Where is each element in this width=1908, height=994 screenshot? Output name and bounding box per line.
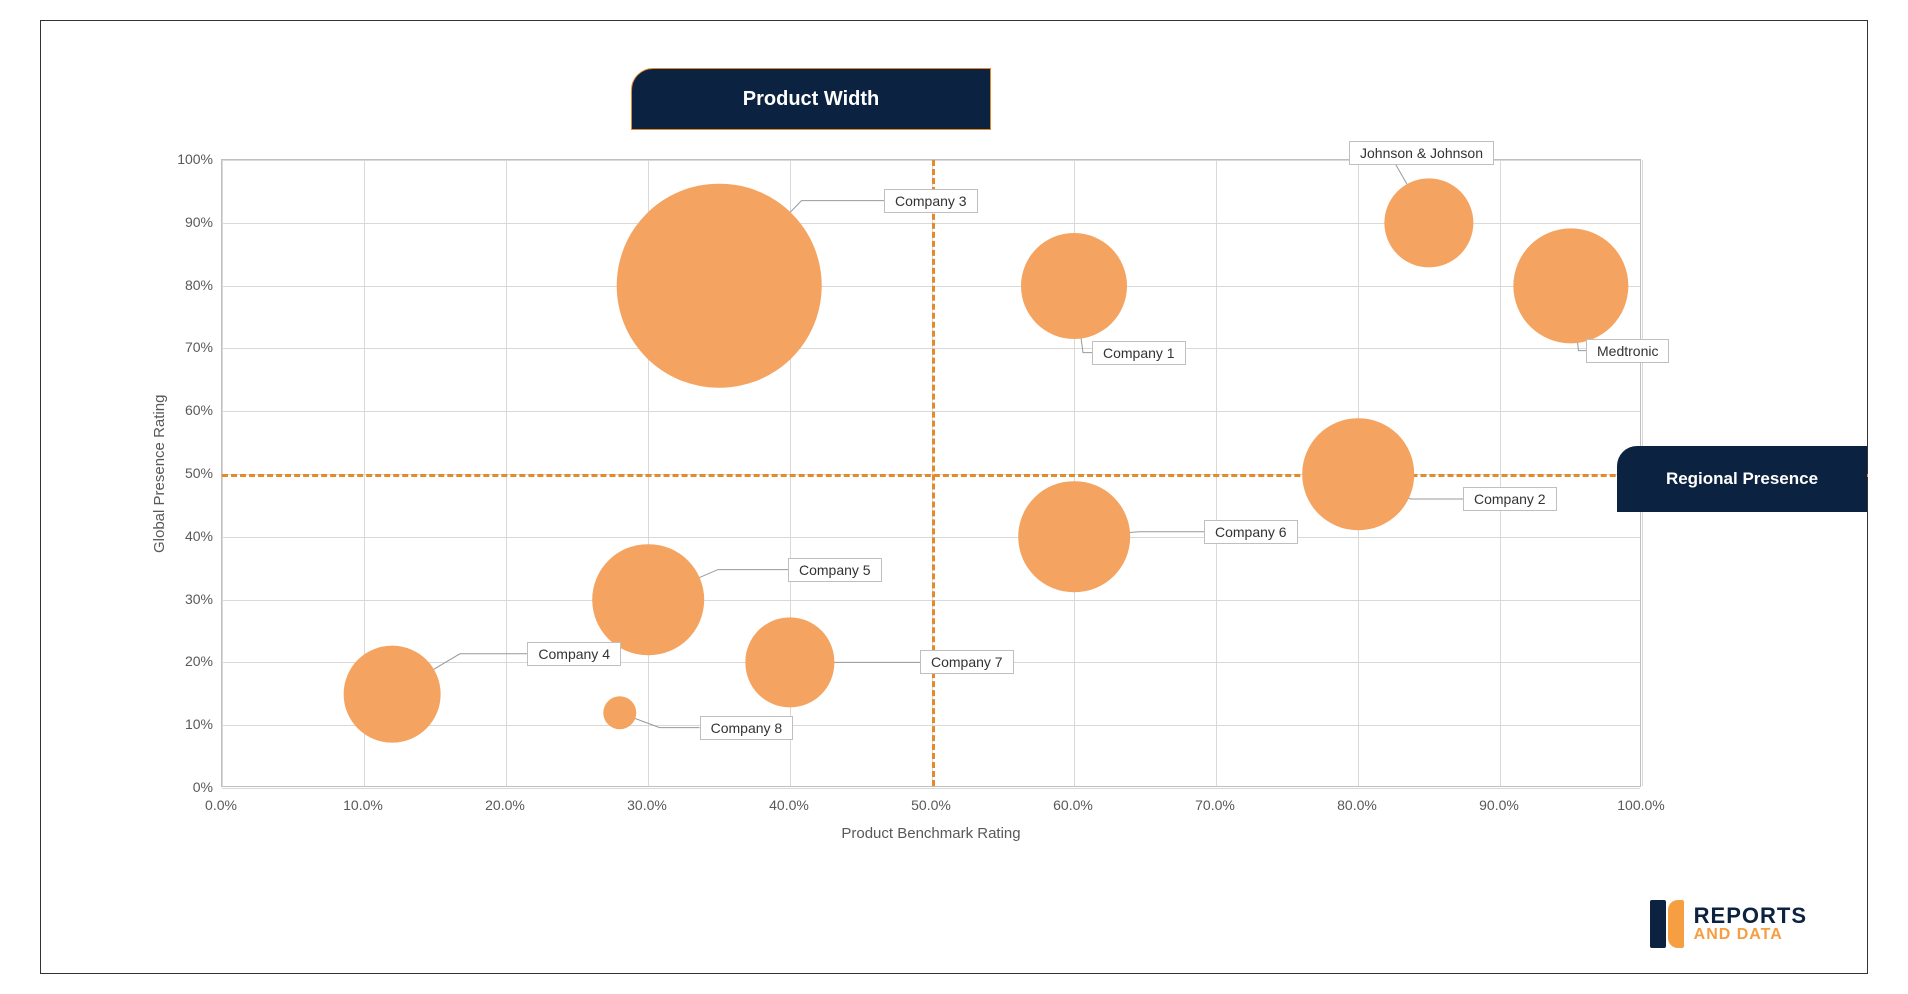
y-tick: 20% [171, 653, 213, 669]
bubble-label: Company 5 [788, 558, 882, 582]
y-tick: 50% [171, 465, 213, 481]
bubble-label: Company 6 [1204, 520, 1298, 544]
bubble-label: Company 4 [527, 642, 621, 666]
y-tick: 30% [171, 591, 213, 607]
logo-line1: REPORTS [1694, 904, 1807, 927]
y-tick: 100% [171, 151, 213, 167]
y-tick: 80% [171, 277, 213, 293]
bubble-label: Johnson & Johnson [1349, 141, 1494, 165]
logo-line2: AND DATA [1694, 927, 1807, 944]
bubble [1384, 178, 1473, 267]
bubble-label: Company 2 [1463, 487, 1557, 511]
x-tick: 100.0% [1617, 797, 1664, 813]
bubble [617, 183, 822, 388]
y-axis-label: Global Presence Rating [151, 395, 168, 553]
x-tick: 80.0% [1337, 797, 1377, 813]
bubble [1018, 481, 1130, 593]
plot-area: Company 3Company 1Johnson & JohnsonMedtr… [221, 159, 1641, 787]
y-tick: 60% [171, 402, 213, 418]
logo-mark [1650, 900, 1684, 948]
x-tick: 70.0% [1195, 797, 1235, 813]
bubble-label: Medtronic [1586, 339, 1669, 363]
logo-reports-and-data: REPORTS AND DATA [1650, 900, 1807, 948]
bubble [344, 645, 441, 742]
bubble-label: Company 8 [700, 716, 794, 740]
banner-regional-presence: Regional Presence [1617, 446, 1867, 512]
bubble [1021, 233, 1127, 339]
y-tick: 40% [171, 528, 213, 544]
x-tick: 40.0% [769, 797, 809, 813]
x-tick: 50.0% [911, 797, 951, 813]
y-tick: 90% [171, 214, 213, 230]
y-tick: 10% [171, 716, 213, 732]
bubble-label: Company 3 [884, 189, 978, 213]
y-tick: 0% [171, 779, 213, 795]
bubble-label: Company 7 [920, 650, 1014, 674]
banner-product-width: Product Width [631, 68, 991, 130]
y-tick: 70% [171, 339, 213, 355]
banner-top-text: Product Width [743, 88, 879, 111]
banner-right-text: Regional Presence [1666, 469, 1818, 489]
x-tick: 10.0% [343, 797, 383, 813]
x-tick: 90.0% [1479, 797, 1519, 813]
x-tick: 30.0% [627, 797, 667, 813]
x-tick: 60.0% [1053, 797, 1093, 813]
bubble [1513, 228, 1628, 343]
x-tick: 0.0% [205, 797, 237, 813]
bubble [1302, 418, 1414, 530]
bubble [745, 618, 834, 707]
bubble [592, 544, 704, 656]
chart-container: Company 3 Company 1 Johnson & Johnson Medtr… [40, 20, 1868, 974]
bubble-label: Company 1 [1092, 341, 1186, 365]
x-axis-label: Product Benchmark Rating [841, 825, 1020, 842]
x-tick: 20.0% [485, 797, 525, 813]
